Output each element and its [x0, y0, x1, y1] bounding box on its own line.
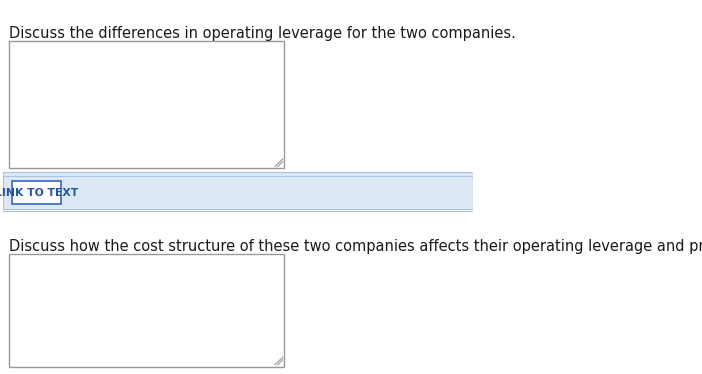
FancyBboxPatch shape: [12, 181, 61, 204]
Text: Discuss the differences in operating leverage for the two companies.: Discuss the differences in operating lev…: [9, 26, 516, 41]
Text: Discuss how the cost structure of these two companies affects their operating le: Discuss how the cost structure of these …: [9, 239, 702, 254]
FancyBboxPatch shape: [4, 172, 473, 209]
FancyBboxPatch shape: [9, 41, 284, 168]
Text: LINK TO TEXT: LINK TO TEXT: [0, 188, 78, 197]
FancyBboxPatch shape: [9, 254, 284, 367]
